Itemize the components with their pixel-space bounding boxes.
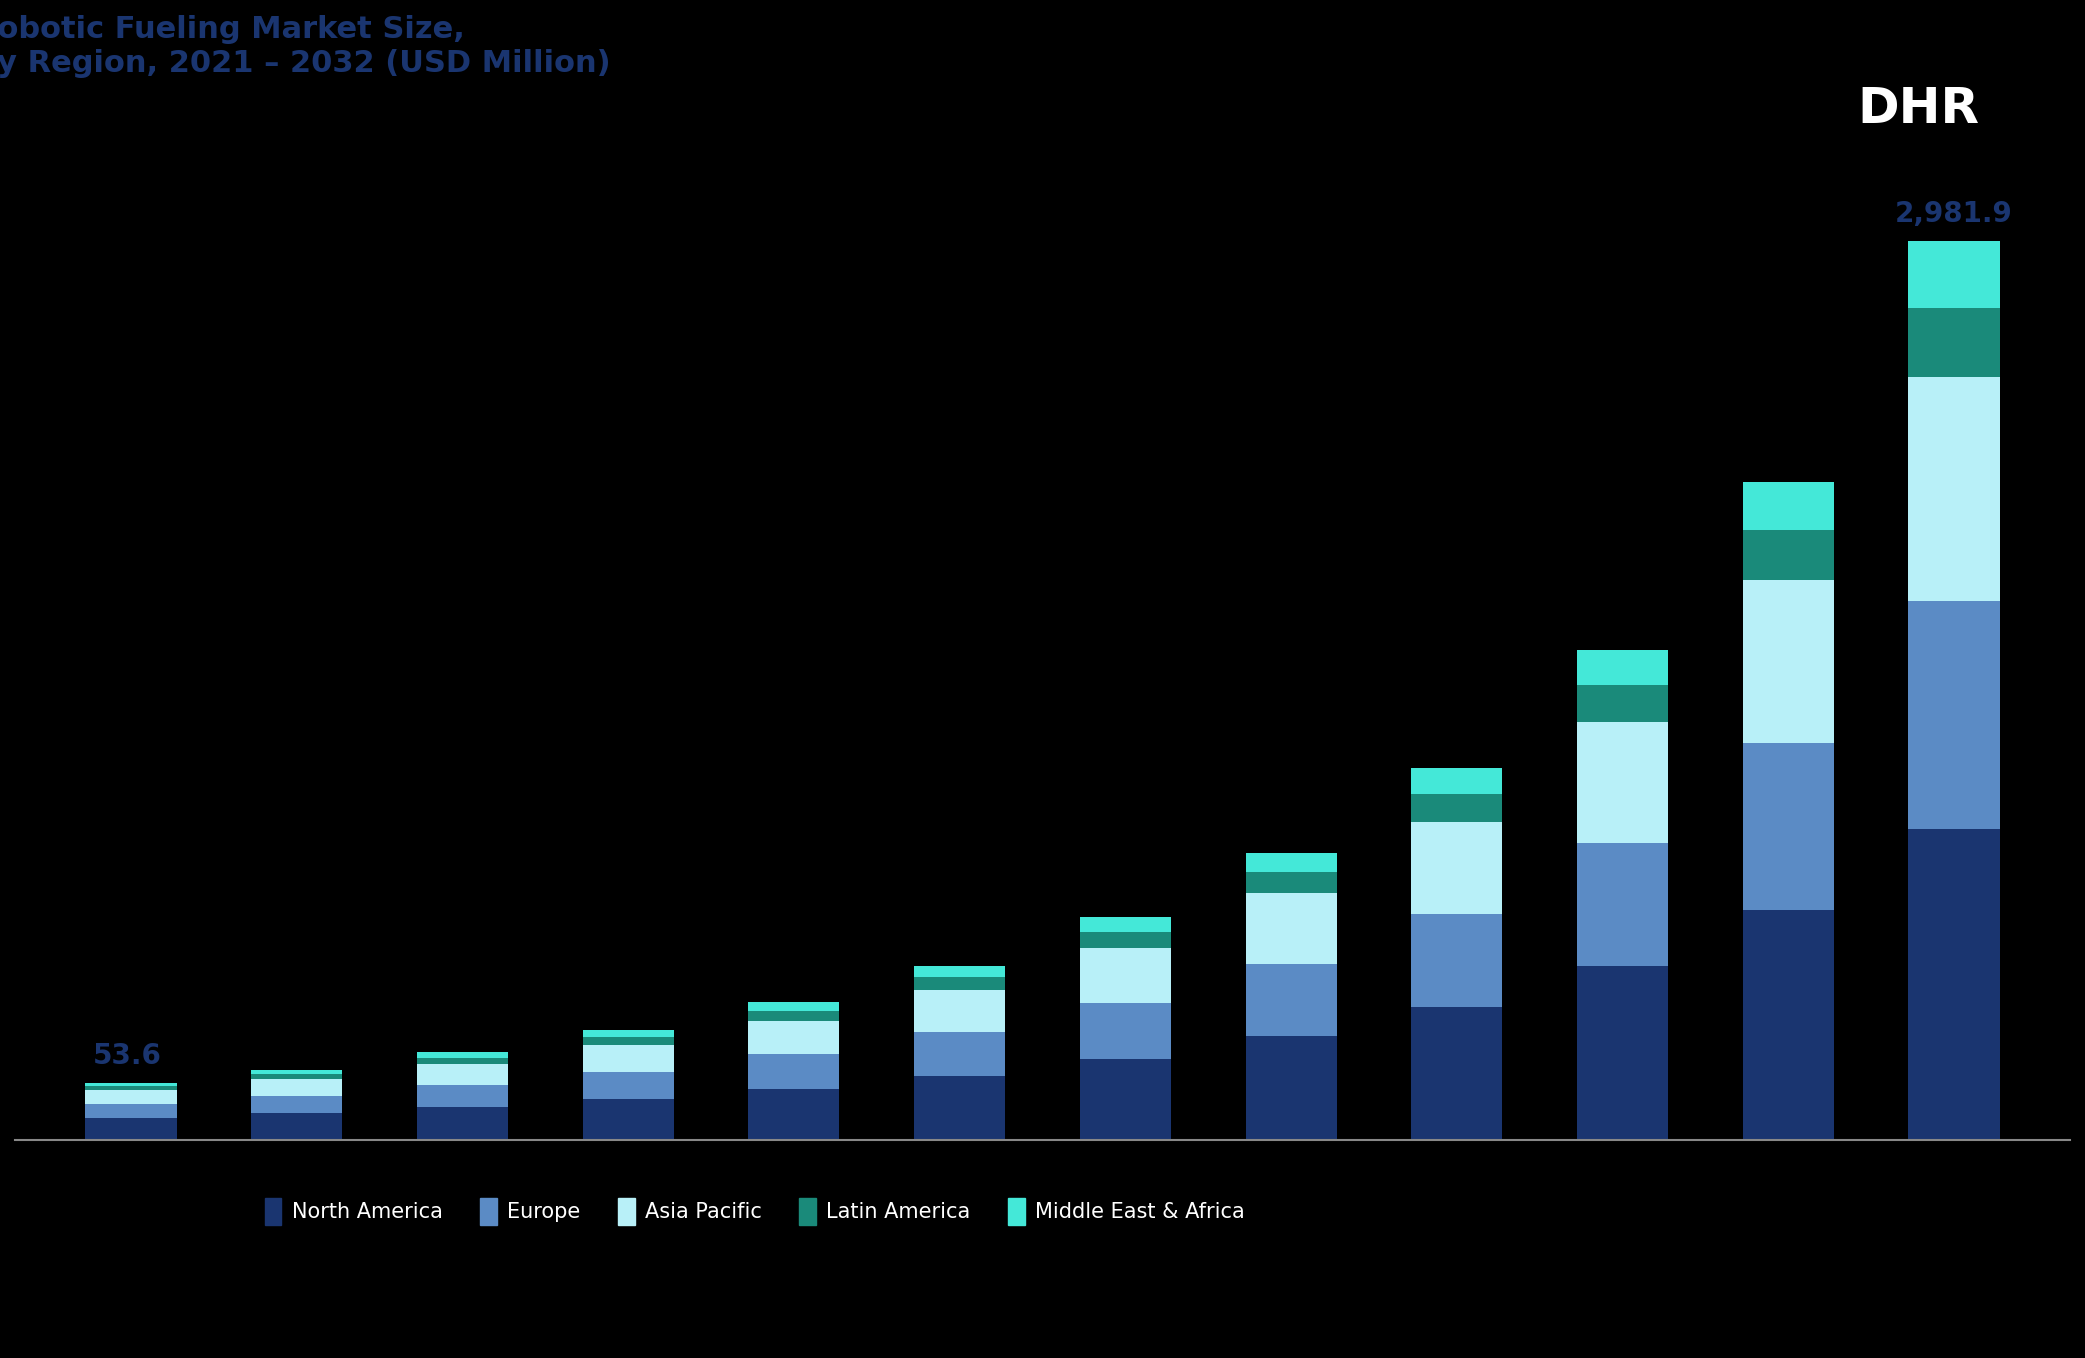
Bar xyxy=(1080,1059,1172,1141)
Bar xyxy=(1080,1004,1172,1059)
Bar xyxy=(250,1074,342,1080)
Bar xyxy=(1908,308,2000,378)
Bar xyxy=(1412,767,1503,794)
Bar xyxy=(85,1090,177,1104)
Text: DHR: DHR xyxy=(1858,84,1979,133)
Bar xyxy=(417,1058,509,1065)
Bar xyxy=(582,1038,673,1046)
Bar xyxy=(250,1096,342,1114)
Bar xyxy=(1743,482,1835,530)
Bar xyxy=(1412,914,1503,1008)
Bar xyxy=(1576,722,1668,843)
Bar xyxy=(582,1099,673,1141)
Bar xyxy=(1576,650,1668,684)
Bar xyxy=(417,1052,509,1058)
Bar xyxy=(749,1021,840,1054)
Bar xyxy=(1743,580,1835,743)
Bar xyxy=(1743,743,1835,910)
Bar xyxy=(749,1054,840,1089)
Bar xyxy=(85,1086,177,1090)
Bar xyxy=(1743,910,1835,1141)
Bar xyxy=(1908,600,2000,830)
Bar xyxy=(1245,894,1336,964)
Bar xyxy=(417,1065,509,1085)
Bar xyxy=(1576,684,1668,722)
Bar xyxy=(250,1070,342,1074)
Bar xyxy=(913,978,1005,990)
Bar xyxy=(749,1002,840,1012)
Bar xyxy=(250,1080,342,1096)
Bar xyxy=(1245,872,1336,894)
Bar xyxy=(1080,917,1172,932)
Bar xyxy=(1908,242,2000,308)
Bar xyxy=(417,1107,509,1141)
Bar xyxy=(1576,843,1668,967)
Text: 53.6: 53.6 xyxy=(94,1042,163,1070)
Bar xyxy=(1080,948,1172,1004)
Bar xyxy=(1908,830,2000,1141)
Bar xyxy=(1245,1036,1336,1141)
Bar xyxy=(582,1031,673,1038)
Bar xyxy=(913,990,1005,1032)
Bar xyxy=(582,1046,673,1071)
Bar xyxy=(1412,822,1503,914)
Bar xyxy=(417,1085,509,1107)
Bar xyxy=(749,1012,840,1021)
Bar xyxy=(913,1076,1005,1141)
Bar xyxy=(85,1104,177,1118)
Bar xyxy=(1576,967,1668,1141)
Bar xyxy=(582,1071,673,1099)
Bar xyxy=(913,1032,1005,1076)
Legend: North America, Europe, Asia Pacific, Latin America, Middle East & Africa: North America, Europe, Asia Pacific, Lat… xyxy=(256,1190,1253,1233)
Text: Robotic Fueling Market Size,
By Region, 2021 – 2032 (USD Million): Robotic Fueling Market Size, By Region, … xyxy=(0,15,611,77)
Bar xyxy=(85,1082,177,1086)
Bar xyxy=(1080,932,1172,948)
Bar xyxy=(1245,853,1336,872)
Bar xyxy=(250,1114,342,1141)
Bar xyxy=(1908,378,2000,600)
Text: 2,981.9: 2,981.9 xyxy=(1895,200,2012,228)
Bar xyxy=(913,966,1005,978)
Bar xyxy=(749,1089,840,1141)
Bar xyxy=(85,1118,177,1141)
Bar xyxy=(1412,1008,1503,1141)
Bar xyxy=(1245,964,1336,1036)
Bar xyxy=(1743,530,1835,580)
Bar xyxy=(1412,794,1503,822)
